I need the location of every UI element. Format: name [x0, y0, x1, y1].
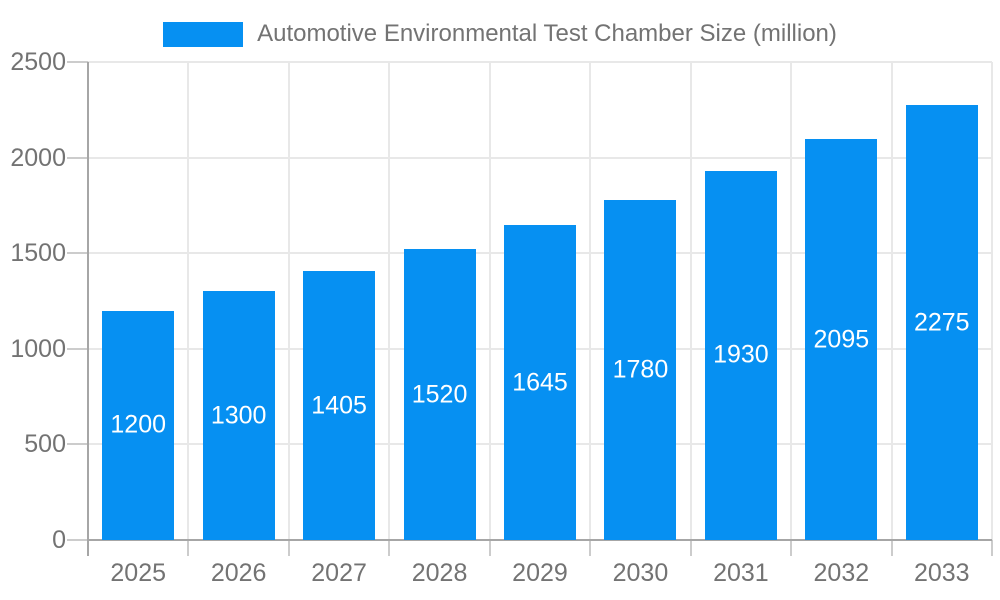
y-tick	[67, 156, 88, 159]
x-tick	[589, 540, 592, 556]
gridline-v	[790, 62, 793, 540]
x-tick	[689, 540, 692, 556]
x-tick	[488, 540, 491, 556]
gridline-v	[689, 62, 692, 540]
bar-value-label: 1930	[713, 340, 769, 369]
y-axis-line	[87, 62, 89, 556]
legend-label: Automotive Environmental Test Chamber Si…	[257, 20, 837, 47]
gridline-v	[388, 62, 391, 540]
gridline-v	[488, 62, 491, 540]
gridline-h	[88, 156, 992, 159]
legend-item[interactable]: Automotive Environmental Test Chamber Si…	[163, 20, 837, 48]
gridline-v	[589, 62, 592, 540]
x-tick	[287, 540, 290, 556]
bar[interactable]: 1200	[102, 310, 175, 540]
x-tick-label: 2029	[512, 559, 568, 587]
x-tick-label: 2028	[411, 559, 468, 587]
bar-value-label: 1645	[512, 368, 568, 397]
x-tick-label: 2030	[612, 559, 669, 587]
x-tick	[991, 540, 993, 556]
x-axis-line	[88, 539, 992, 541]
bar[interactable]: 1405	[303, 271, 376, 540]
legend: Automotive Environmental Test Chamber Si…	[0, 20, 1000, 48]
y-tick	[67, 252, 88, 255]
y-tick	[67, 443, 88, 446]
x-tick-label: 2031	[713, 559, 769, 587]
y-tick	[67, 539, 88, 541]
x-tick-label: 2027	[311, 559, 367, 587]
bar-value-label: 2275	[913, 308, 970, 336]
y-tick	[67, 61, 88, 63]
bar-value-label: 1780	[612, 355, 669, 384]
x-tick-label: 2032	[813, 559, 870, 587]
y-tick-label: 2000	[10, 143, 66, 172]
y-tick	[67, 347, 88, 350]
gridline-v	[991, 62, 993, 540]
bar[interactable]: 1930	[704, 170, 777, 540]
bar[interactable]: 1300	[202, 291, 275, 540]
y-tick-label: 500	[24, 430, 66, 459]
bar[interactable]: 1645	[504, 225, 576, 540]
bar[interactable]: 2095	[805, 139, 878, 540]
x-tick	[790, 540, 793, 556]
bar[interactable]: 1520	[403, 249, 476, 540]
gridline-v	[890, 62, 893, 540]
gridline-v	[287, 62, 290, 540]
x-tick	[187, 540, 190, 556]
gridline-h	[88, 61, 992, 63]
x-tick	[388, 540, 391, 556]
x-tick-label: 2033	[913, 559, 970, 587]
bar-value-label: 2095	[813, 325, 870, 354]
x-tick-label: 2026	[210, 559, 267, 587]
x-tick	[890, 540, 893, 556]
x-tick-label: 2025	[110, 559, 167, 587]
bar[interactable]: 1780	[604, 199, 677, 540]
y-tick-label: 1000	[10, 334, 66, 363]
gridline-v	[187, 62, 190, 540]
bar-value-label: 1520	[411, 380, 468, 409]
bar[interactable]: 2275	[905, 105, 978, 540]
y-tick-label: 2500	[10, 48, 66, 76]
bar-value-label: 1300	[210, 401, 267, 430]
y-tick-label: 1500	[10, 239, 66, 268]
legend-swatch	[163, 21, 244, 47]
y-tick-label: 0	[52, 526, 66, 554]
bar-value-label: 1405	[311, 391, 367, 420]
bar-value-label: 1200	[110, 410, 167, 439]
